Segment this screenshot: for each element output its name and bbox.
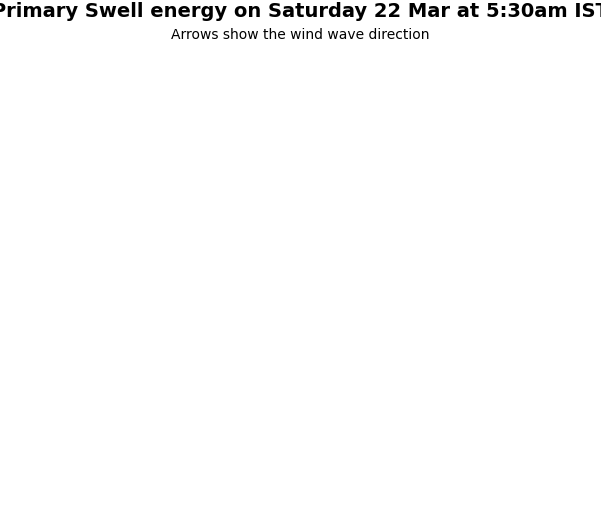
Text: Arrows show the wind wave direction: Arrows show the wind wave direction xyxy=(171,28,430,41)
Text: Primary Swell energy on Saturday 22 Mar at 5:30am IST: Primary Swell energy on Saturday 22 Mar … xyxy=(0,2,601,21)
